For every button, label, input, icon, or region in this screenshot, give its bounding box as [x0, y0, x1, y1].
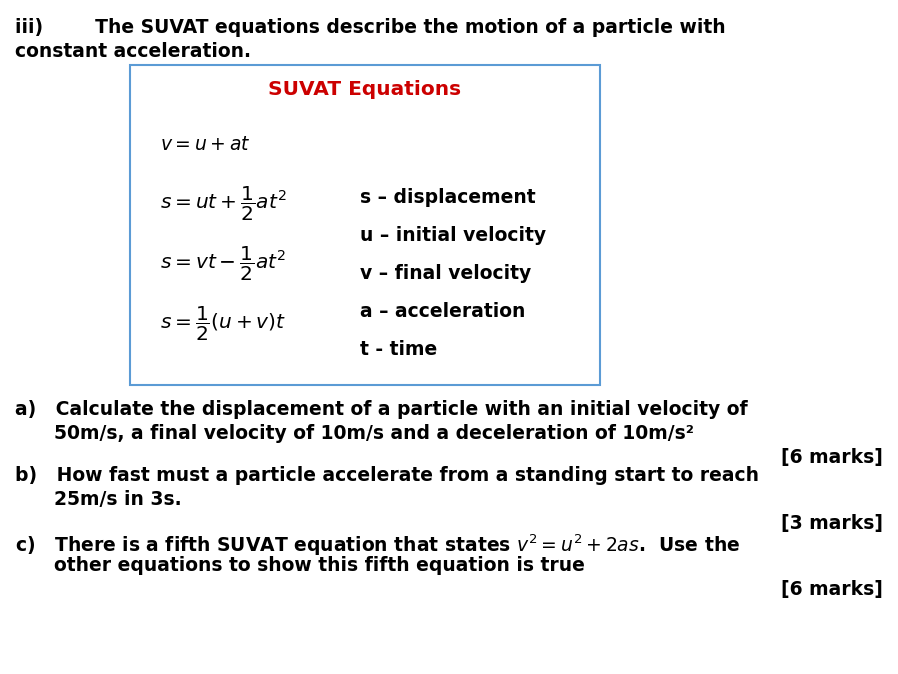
Text: [6 marks]: [6 marks] — [781, 580, 883, 599]
Text: $s = ut + \dfrac{1}{2}at^2$: $s = ut + \dfrac{1}{2}at^2$ — [160, 185, 286, 223]
Text: constant acceleration.: constant acceleration. — [15, 42, 251, 61]
Text: [6 marks]: [6 marks] — [781, 448, 883, 467]
Text: [3 marks]: [3 marks] — [781, 514, 883, 533]
Text: 25m/s in 3s.: 25m/s in 3s. — [15, 490, 181, 509]
Text: SUVAT Equations: SUVAT Equations — [269, 80, 462, 99]
Text: s – displacement: s – displacement — [360, 188, 535, 207]
Text: $s = vt - \dfrac{1}{2}at^2$: $s = vt - \dfrac{1}{2}at^2$ — [160, 245, 286, 283]
Text: u – initial velocity: u – initial velocity — [360, 226, 546, 245]
Text: 50m/s, a final velocity of 10m/s and a deceleration of 10m/s²: 50m/s, a final velocity of 10m/s and a d… — [15, 424, 694, 443]
Text: t - time: t - time — [360, 340, 437, 359]
Text: c)   There is a fifth SUVAT equation that states $v^2 = u^2 + 2as$.  Use the: c) There is a fifth SUVAT equation that … — [15, 532, 740, 557]
Text: a)   Calculate the displacement of a particle with an initial velocity of: a) Calculate the displacement of a parti… — [15, 400, 748, 419]
Text: b)   How fast must a particle accelerate from a standing start to reach: b) How fast must a particle accelerate f… — [15, 466, 759, 485]
Text: iii)        The SUVAT equations describe the motion of a particle with: iii) The SUVAT equations describe the mo… — [15, 18, 726, 37]
Text: $s = \dfrac{1}{2}(u+v)t$: $s = \dfrac{1}{2}(u+v)t$ — [160, 305, 286, 343]
Text: a – acceleration: a – acceleration — [360, 302, 525, 321]
FancyBboxPatch shape — [130, 65, 600, 385]
Text: other equations to show this fifth equation is true: other equations to show this fifth equat… — [15, 556, 585, 575]
Text: $v = u + at$: $v = u + at$ — [160, 135, 251, 154]
Text: v – final velocity: v – final velocity — [360, 264, 532, 283]
